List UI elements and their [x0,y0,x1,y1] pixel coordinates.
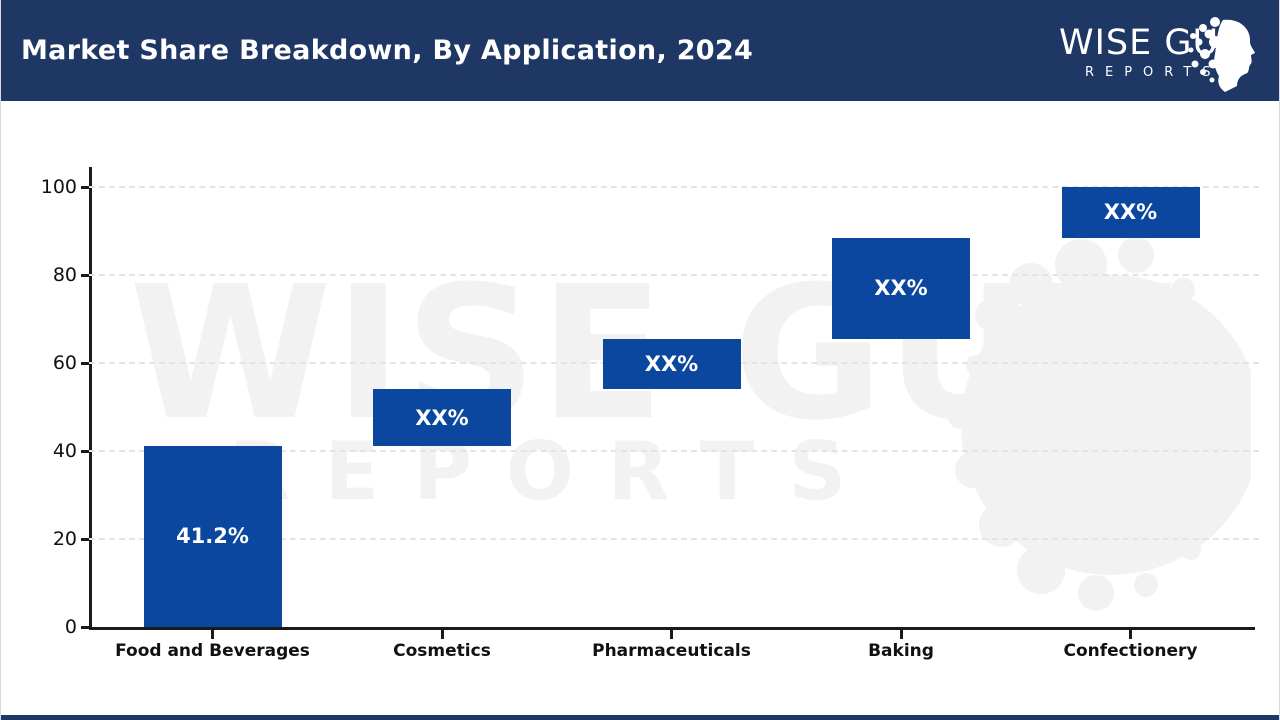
brand-subname: REPORTS [1084,65,1222,80]
y-tick-mark [81,273,89,277]
bar-value-label: XX% [874,276,928,301]
y-tick-label: 60 [52,352,77,374]
x-tick-mark [1129,630,1132,639]
watermark-text-line2: REPORTS [229,425,881,518]
y-tick-label: 40 [52,440,77,462]
x-axis-label: Pharmaceuticals [592,641,751,661]
y-tick-mark [81,361,89,365]
header-bar: Market Share Breakdown, By Application, … [1,0,1279,101]
bar-value-label: XX% [1103,200,1158,225]
y-tick-label: 20 [52,528,77,550]
y-tick-mark [81,185,89,189]
y-grid-line [89,186,1259,188]
footer-bar [1,715,1279,720]
bar-value-label: XX% [415,405,469,430]
y-grid-line [89,538,1259,540]
y-grid-line [89,274,1259,276]
brand-logo: WISE GUY REPORTS [1023,8,1263,96]
y-tick-mark [81,625,89,629]
bar-segment: XX% [832,237,970,339]
bar-segment: 41.2% [143,445,282,627]
bar-segment: XX% [1061,187,1200,238]
x-tick-mark [670,630,673,639]
x-axis-label: Confectionery [1063,641,1198,661]
x-tick-mark [440,630,444,639]
y-tick-label: 100 [40,176,77,198]
logo-face-icon [1185,17,1255,92]
x-tick-mark [899,630,903,639]
x-axis-label: Baking [868,641,934,661]
x-axis-label: Cosmetics [393,641,491,661]
bar-value-label: XX% [644,352,699,377]
y-axis-line [89,167,92,630]
y-tick-label: 80 [52,264,77,286]
bar-segment: XX% [373,389,511,446]
y-tick-label: 0 [64,616,77,638]
y-tick-mark [81,537,89,541]
watermark-face-icon [947,237,1251,611]
bar-value-label: 41.2% [176,524,249,549]
x-tick-mark [211,630,214,639]
x-axis-label: Food and Beverages [115,641,310,661]
bar-segment: XX% [602,338,741,390]
y-tick-mark [81,449,89,453]
y-grid-line [89,450,1259,452]
x-axis-line [89,627,1255,630]
page-title: Market Share Breakdown, By Application, … [21,35,754,66]
